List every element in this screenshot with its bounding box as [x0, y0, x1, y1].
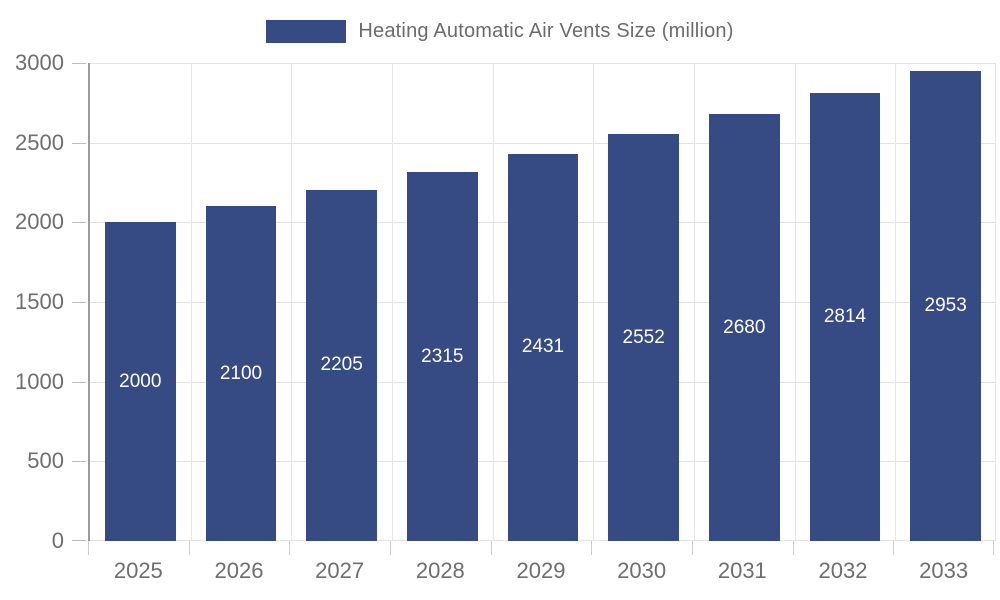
bar-2032: 2814: [809, 92, 881, 541]
y-gridline: [90, 142, 996, 144]
plot-area: 2000 2100 2205 2315 2431 2552 2680 2814 2953: [88, 63, 996, 541]
y-axis-label: 500: [27, 448, 64, 474]
y-axis-tick: [72, 381, 86, 383]
y-axis-label: 1000: [15, 368, 64, 394]
bar-value-label: 2552: [622, 326, 665, 348]
bar-value-label: 2000: [119, 370, 162, 392]
y-axis-label: 2000: [15, 209, 64, 235]
legend-label: Heating Automatic Air Vents Size (millio…: [358, 19, 734, 42]
x-axis-tick: [792, 541, 794, 555]
x-axis-tick: [993, 541, 994, 555]
y-axis-tick: [72, 222, 86, 224]
bar-2027: 2205: [306, 189, 377, 541]
y-axis-label: 0: [51, 528, 64, 553]
x-gridline: [694, 63, 695, 541]
x-gridline: [895, 63, 897, 541]
bar-2029: 2431: [507, 153, 579, 541]
x-axis-label: 2026: [214, 558, 264, 583]
x-axis-label: 2027: [315, 558, 365, 583]
x-gridline: [392, 63, 393, 541]
x-gridline: [291, 63, 293, 541]
x-axis-label: 2029: [516, 558, 566, 583]
y-axis-tick: [72, 63, 86, 64]
bar-2030: 2552: [608, 134, 679, 541]
legend-swatch-icon: [266, 19, 347, 43]
x-axis-tick: [591, 541, 593, 555]
y-axis-label: 3000: [15, 50, 64, 75]
bar-value-label: 2431: [521, 336, 565, 358]
x-gridline: [794, 63, 796, 541]
bar-2031: 2680: [709, 114, 780, 541]
y-axis-tick: [72, 142, 86, 144]
x-axis-tick: [692, 541, 693, 555]
bar-2026: 2100: [205, 206, 277, 541]
bar-value-label: 2953: [924, 294, 967, 316]
x-axis-tick: [893, 541, 895, 555]
bar-2025: 2000: [105, 222, 176, 541]
chart-legend[interactable]: Heating Automatic Air Vents Size (millio…: [0, 14, 1000, 48]
x-axis-tick: [289, 541, 291, 555]
bar-value-label: 2100: [219, 362, 263, 384]
bar-2028: 2315: [407, 172, 478, 541]
y-gridline: [90, 63, 996, 64]
y-axis-tick: [72, 461, 86, 463]
x-axis-label: 2033: [919, 558, 969, 583]
bar-value-label: 2205: [320, 354, 363, 376]
x-axis-label: 2030: [617, 558, 667, 583]
x-gridline: [593, 63, 595, 541]
x-axis-label: 2025: [113, 558, 163, 583]
bar-value-label: 2814: [823, 305, 867, 327]
x-axis-tick: [390, 541, 391, 555]
x-axis-tick: [88, 541, 89, 555]
bar-value-label: 2680: [723, 316, 766, 338]
y-axis-label: 2500: [15, 129, 64, 155]
x-axis-tick: [188, 541, 190, 555]
x-axis-tick: [490, 541, 492, 555]
x-axis-label: 2028: [415, 558, 465, 583]
y-axis-tick: [72, 302, 86, 303]
bar-2033: 2953: [910, 70, 981, 541]
x-gridline: [995, 63, 996, 541]
bar-value-label: 2315: [421, 345, 464, 367]
x-gridline: [492, 63, 494, 541]
y-axis-tick: [72, 540, 86, 541]
x-gridline: [190, 63, 192, 541]
y-axis-label: 1500: [15, 289, 64, 314]
x-axis-label: 2032: [818, 558, 868, 583]
x-axis-label: 2031: [717, 558, 767, 583]
